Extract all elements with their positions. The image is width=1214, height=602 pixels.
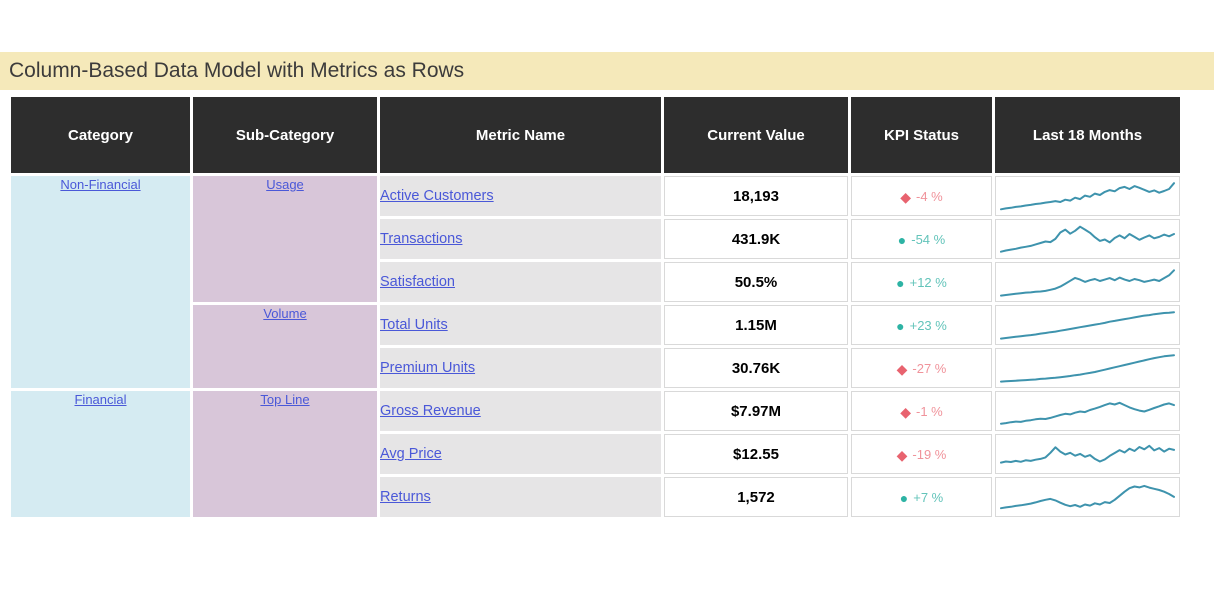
kpi-delta-label: -54 % bbox=[911, 232, 946, 248]
kpi-delta-label: +12 % bbox=[909, 275, 947, 291]
kpi-delta-label: +23 % bbox=[909, 318, 947, 334]
column-header-category: Category bbox=[11, 97, 190, 173]
sparkline-cell bbox=[995, 176, 1180, 216]
header-row: Category Sub-Category Metric Name Curren… bbox=[11, 97, 1180, 173]
sparkline-cell bbox=[995, 391, 1180, 431]
metric-cell: Gross Revenue bbox=[380, 391, 661, 431]
sparkline-chart bbox=[1000, 354, 1175, 383]
current-value-cell: 18,193 bbox=[664, 176, 848, 216]
kpi-delta-label: -19 % bbox=[912, 447, 947, 463]
sparkline-cell bbox=[995, 305, 1180, 345]
sparkline-cell bbox=[995, 434, 1180, 474]
kpi-status-cell: ● +23 % bbox=[851, 305, 992, 345]
current-value-cell: 431.9K bbox=[664, 219, 848, 259]
sparkline-cell bbox=[995, 348, 1180, 388]
column-header-last-18-months: Last 18 Months bbox=[995, 97, 1180, 173]
sparkline-chart bbox=[1000, 311, 1175, 340]
kpi-status-cell: ● +7 % bbox=[851, 477, 992, 517]
sparkline-cell bbox=[995, 219, 1180, 259]
subcategory-link-volume[interactable]: Volume bbox=[263, 306, 307, 321]
kpi-delta-label: -27 % bbox=[912, 361, 947, 377]
subcategory-link-usage[interactable]: Usage bbox=[266, 177, 304, 192]
metric-link[interactable]: Premium Units bbox=[380, 360, 476, 376]
metric-cell: Active Customers bbox=[380, 176, 661, 216]
kpi-status-cell: ● -54 % bbox=[851, 219, 992, 259]
metric-link[interactable]: Active Customers bbox=[380, 188, 494, 204]
metric-cell: Total Units bbox=[380, 305, 661, 345]
kpi-status-cell: ◆ -19 % bbox=[851, 434, 992, 474]
current-value-cell: 1,572 bbox=[664, 477, 848, 517]
category-cell-non-financial: Non-Financial bbox=[11, 176, 190, 388]
subcategory-link-top-line[interactable]: Top Line bbox=[260, 392, 310, 407]
metric-link[interactable]: Satisfaction bbox=[380, 274, 455, 290]
diamond-icon: ◆ bbox=[900, 188, 912, 205]
metrics-table: Category Sub-Category Metric Name Curren… bbox=[8, 94, 1183, 520]
sparkline-cell bbox=[995, 262, 1180, 302]
category-link-financial[interactable]: Financial bbox=[74, 392, 127, 407]
table-row: Returns 1,572 ● +7 % bbox=[11, 477, 1180, 517]
metric-link[interactable]: Avg Price bbox=[380, 446, 442, 462]
diamond-icon: ◆ bbox=[896, 360, 908, 377]
current-value-cell: $12.55 bbox=[664, 434, 848, 474]
metric-cell: Returns bbox=[380, 477, 661, 517]
current-value-cell: 30.76K bbox=[664, 348, 848, 388]
metric-link[interactable]: Total Units bbox=[380, 317, 448, 333]
column-header-subcategory: Sub-Category bbox=[193, 97, 377, 173]
table-row: Non-Financial Usage Active Customers 18,… bbox=[11, 176, 1180, 388]
circle-icon: ● bbox=[899, 489, 909, 506]
metric-cell: Avg Price bbox=[380, 434, 661, 474]
kpi-status-cell: ◆ -1 % bbox=[851, 391, 992, 431]
current-value-cell: $7.97M bbox=[664, 391, 848, 431]
subcategory-cell-volume: Volume bbox=[193, 305, 377, 388]
sparkline-chart bbox=[1000, 484, 1175, 510]
subcategory-cell-top-line: Top Line bbox=[193, 391, 377, 517]
table-row: Financial Top Line Gross Revenue $7.97M … bbox=[11, 391, 1180, 517]
column-header-current-value: Current Value bbox=[664, 97, 848, 173]
table-row: Volume Total Units 1.15M ● +23 % bbox=[11, 305, 1180, 388]
column-header-kpi-status: KPI Status bbox=[851, 97, 992, 173]
circle-icon: ● bbox=[897, 231, 907, 248]
circle-icon: ● bbox=[896, 317, 905, 334]
diamond-icon: ◆ bbox=[896, 446, 908, 463]
kpi-status-cell: ◆ -27 % bbox=[851, 348, 992, 388]
sparkline-chart bbox=[1000, 182, 1175, 211]
metric-cell: Premium Units bbox=[380, 348, 661, 388]
category-link-non-financial[interactable]: Non-Financial bbox=[60, 177, 141, 192]
table-row: Premium Units 30.76K ◆ -27 % bbox=[11, 348, 1180, 388]
category-cell-financial: Financial bbox=[11, 391, 190, 517]
subcategory-cell-usage: Usage bbox=[193, 176, 377, 302]
sparkline-cell bbox=[995, 477, 1180, 517]
metric-cell: Satisfaction bbox=[380, 262, 661, 302]
circle-icon: ● bbox=[896, 274, 905, 291]
column-header-metric-name: Metric Name bbox=[380, 97, 661, 173]
metric-link[interactable]: Transactions bbox=[380, 231, 463, 247]
current-value-cell: 50.5% bbox=[664, 262, 848, 302]
sparkline-chart bbox=[1000, 225, 1175, 253]
sparkline-chart bbox=[1000, 444, 1175, 464]
kpi-delta-label: +7 % bbox=[913, 490, 944, 506]
table-row: Transactions 431.9K ● -54 % bbox=[11, 219, 1180, 259]
diamond-icon: ◆ bbox=[900, 403, 912, 420]
table-row: Satisfaction 50.5% ● +12 % bbox=[11, 262, 1180, 302]
sparkline-chart bbox=[1000, 401, 1175, 425]
current-value-cell: 1.15M bbox=[664, 305, 848, 345]
metric-link[interactable]: Returns bbox=[380, 489, 431, 505]
kpi-status-cell: ◆ -4 % bbox=[851, 176, 992, 216]
kpi-status-cell: ● +12 % bbox=[851, 262, 992, 302]
metric-link[interactable]: Gross Revenue bbox=[380, 403, 481, 419]
kpi-delta-label: -1 % bbox=[916, 404, 943, 420]
page-title: Column-Based Data Model with Metrics as … bbox=[0, 52, 1214, 90]
kpi-delta-label: -4 % bbox=[916, 189, 943, 205]
table-row: Avg Price $12.55 ◆ -19 % bbox=[11, 434, 1180, 474]
metric-cell: Transactions bbox=[380, 219, 661, 259]
sparkline-chart bbox=[1000, 269, 1175, 297]
